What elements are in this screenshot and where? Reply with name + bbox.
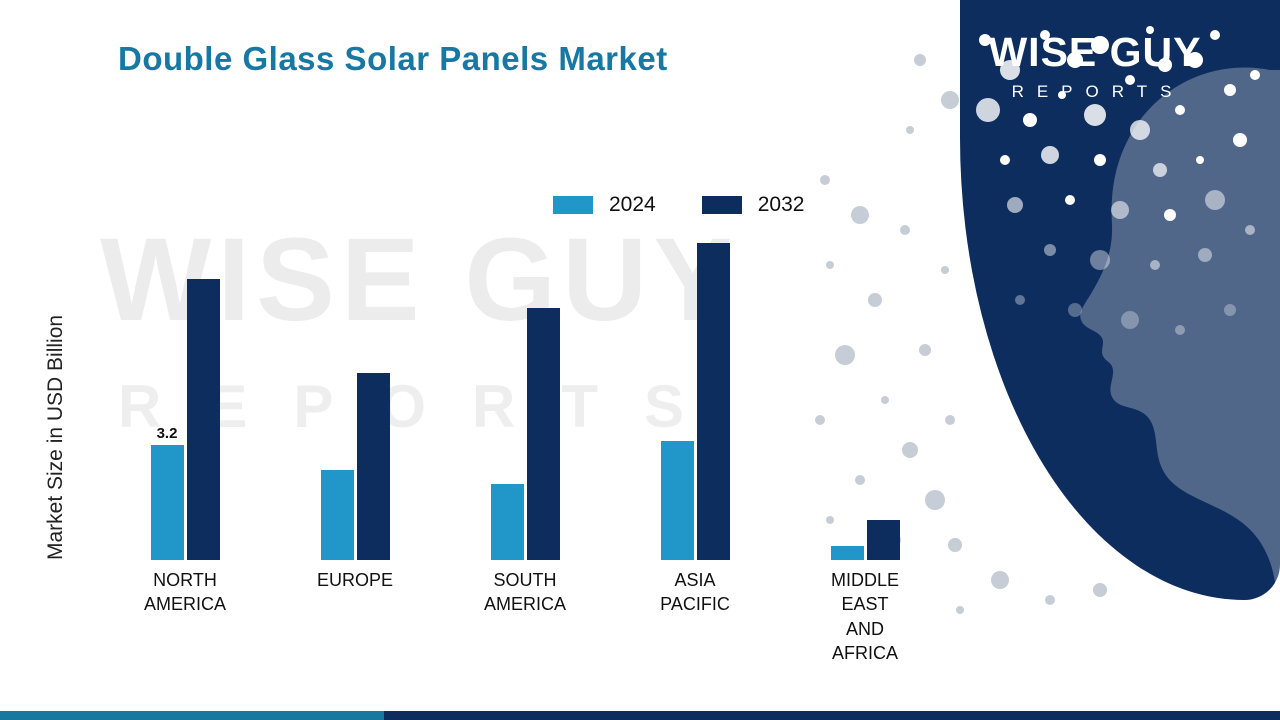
- bar-column: [660, 441, 694, 560]
- bar-group-north-america: 3.2: [150, 279, 220, 560]
- chart-legend: 2024 2032: [553, 193, 804, 217]
- brand-reports: REPORTS: [1011, 82, 1185, 102]
- bar-2032-europe: [356, 373, 390, 560]
- bar-group-europe: [320, 373, 390, 560]
- footer-bar: [0, 711, 1280, 720]
- legend-label-2032: 2032: [757, 193, 805, 216]
- category-axis: NORTH AMERICA EUROPE SOUTH AMERICA ASIA PAC…: [100, 568, 950, 665]
- bar-column: 3.2: [150, 425, 184, 560]
- bar-2024-middle-east-and-africa: [830, 546, 864, 560]
- bar-group-middle-east-and-africa: [830, 520, 900, 560]
- page-title: Double Glass Solar Panels Market: [118, 40, 668, 77]
- bar-2032-asia-pacific: [696, 243, 730, 560]
- bar-group-asia-pacific: [660, 243, 730, 560]
- bar-column: [830, 546, 864, 560]
- brand-logo: WISE GUY REPORTS: [975, 29, 1215, 102]
- bar-column: [866, 520, 900, 560]
- category-label-asia-pacific: ASIA PACIFIC: [660, 570, 730, 615]
- bar-2032-middle-east-and-africa: [866, 520, 900, 560]
- bar-column: [356, 373, 390, 560]
- bar-2024-south-america: [490, 484, 524, 560]
- bar-column: [320, 470, 354, 560]
- footer-bar-right: [384, 711, 1280, 720]
- bar-group-south-america: [490, 308, 560, 560]
- bar-2032-south-america: [526, 308, 560, 560]
- bar-column: [696, 243, 730, 560]
- bar-column: [526, 308, 560, 560]
- bar-2024-asia-pacific: [660, 441, 694, 560]
- bar-column: [490, 484, 524, 560]
- category-label-south-america: SOUTH AMERICA: [483, 570, 566, 615]
- footer-bar-left: [0, 711, 384, 720]
- bar-column: [186, 279, 220, 560]
- y-axis-label: Market Size in USD Billion: [44, 314, 67, 560]
- bar-2024-europe: [320, 470, 354, 560]
- brand-name: WISE GUY: [988, 29, 1202, 75]
- bar-2032-north-america: [186, 279, 220, 560]
- bar-2024-north-america: [150, 445, 184, 560]
- legend-label-2024: 2024: [609, 193, 656, 216]
- bar-value-label: 3.2: [156, 425, 178, 442]
- category-label-north-america: NORTH AMERICA: [143, 570, 226, 615]
- category-label-europe: EUROPE: [316, 570, 394, 590]
- bar-chart: 3.2: [100, 200, 950, 560]
- category-label-middle-east-and-africa: MIDDLE EAST AND AFRICA: [830, 570, 899, 663]
- legend-swatch-2024: [553, 196, 593, 214]
- legend-swatch-2032: [701, 196, 742, 214]
